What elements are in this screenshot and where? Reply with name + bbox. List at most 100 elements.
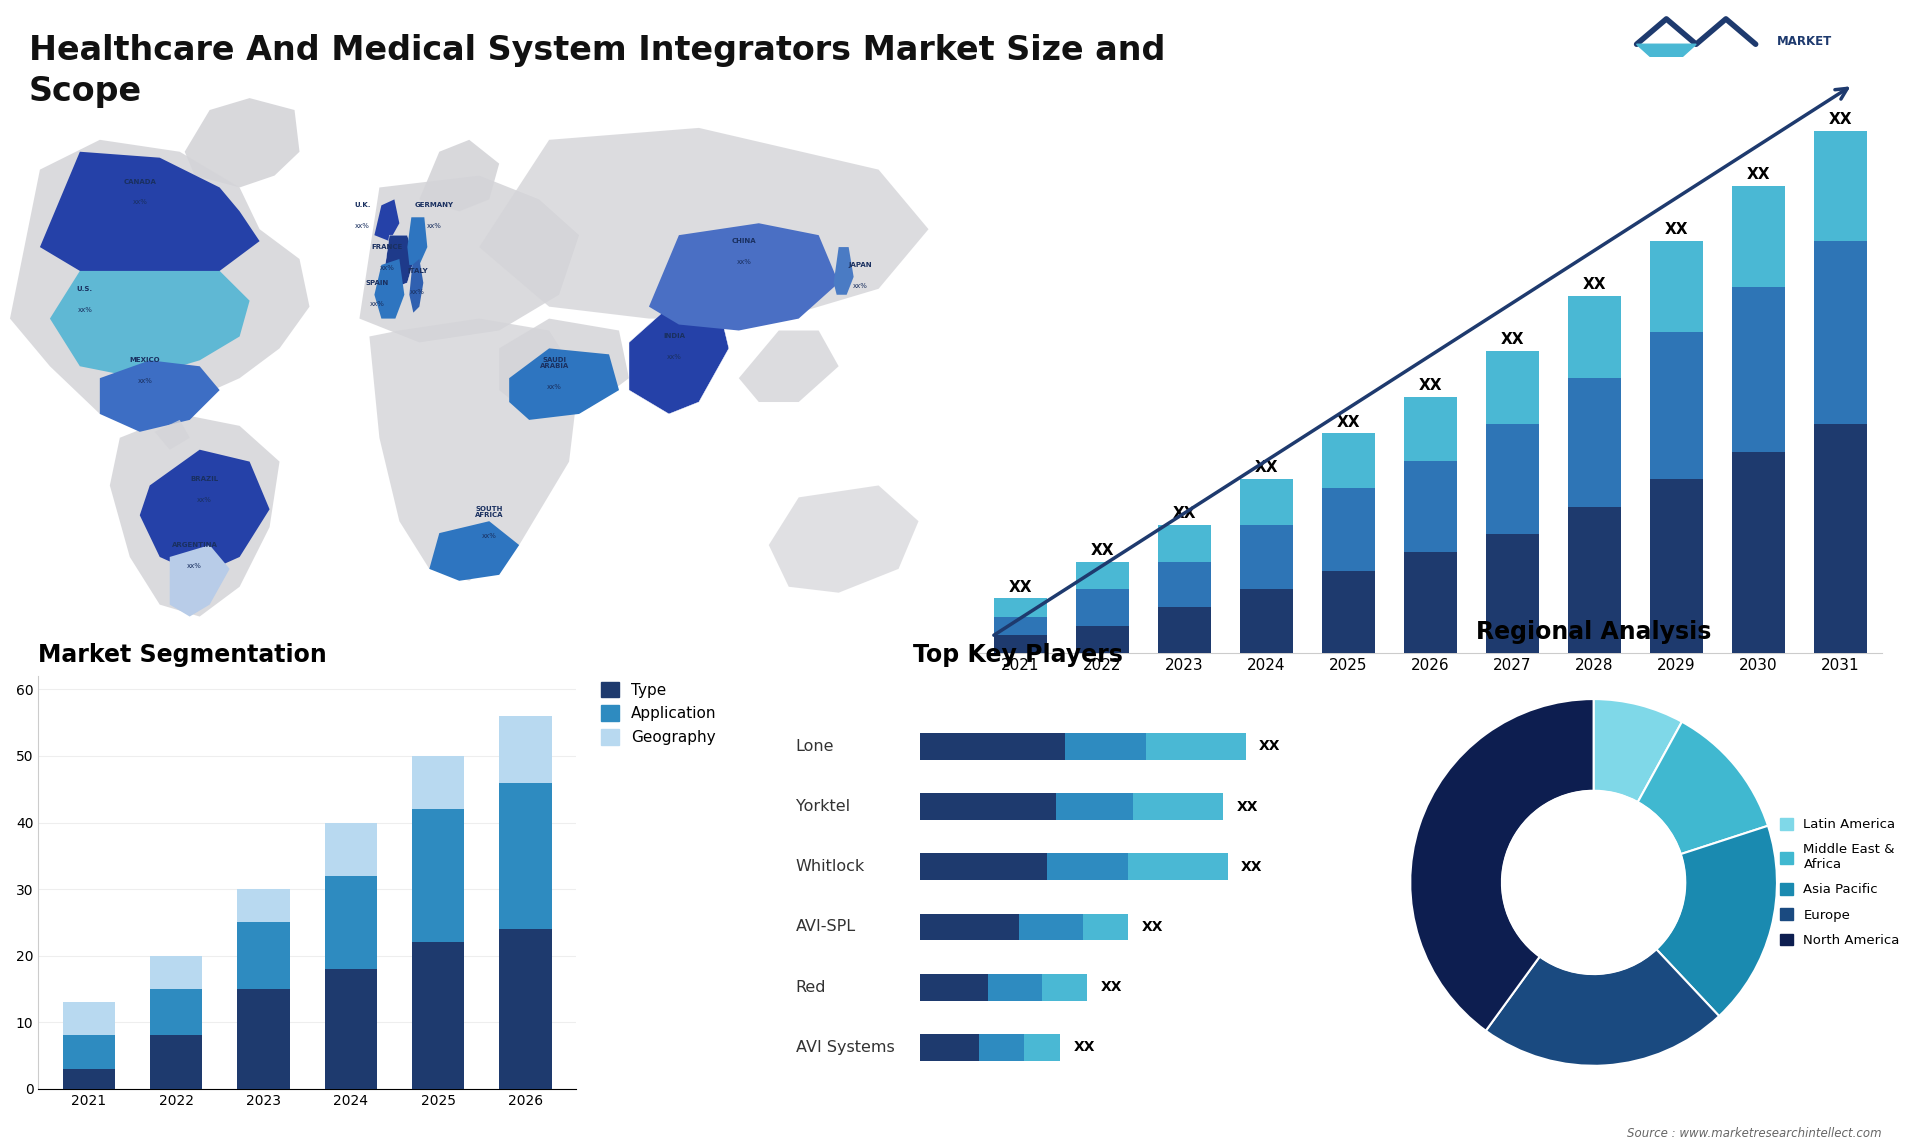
- Bar: [499, 783, 551, 929]
- Bar: [413, 942, 465, 1089]
- Bar: [920, 974, 987, 1000]
- Polygon shape: [374, 199, 399, 241]
- Text: XX: XX: [1236, 800, 1258, 814]
- Bar: [1569, 507, 1620, 653]
- Text: MARKET: MARKET: [1776, 34, 1832, 48]
- Text: ITALY: ITALY: [407, 268, 428, 274]
- Polygon shape: [649, 223, 839, 330]
- Bar: [1133, 793, 1223, 819]
- Bar: [1240, 589, 1292, 653]
- Polygon shape: [169, 545, 230, 617]
- Text: XX: XX: [1501, 332, 1524, 347]
- Bar: [1404, 397, 1457, 461]
- Text: GERMANY: GERMANY: [415, 203, 453, 209]
- Text: xx%: xx%: [426, 223, 442, 229]
- Text: FRANCE: FRANCE: [372, 244, 403, 250]
- Text: xx%: xx%: [666, 354, 682, 360]
- Wedge shape: [1594, 699, 1682, 802]
- Bar: [1732, 452, 1786, 653]
- Bar: [413, 809, 465, 942]
- Polygon shape: [739, 330, 839, 402]
- Text: xx%: xx%: [380, 265, 396, 270]
- Bar: [324, 876, 376, 968]
- Bar: [1046, 854, 1129, 880]
- Bar: [1158, 562, 1212, 607]
- Polygon shape: [100, 360, 219, 432]
- Bar: [979, 1034, 1023, 1061]
- Polygon shape: [409, 259, 422, 313]
- Text: Whitlock: Whitlock: [795, 860, 864, 874]
- Text: SOUTH
AFRICA: SOUTH AFRICA: [474, 505, 503, 518]
- Text: BRAZIL: BRAZIL: [190, 477, 219, 482]
- Polygon shape: [430, 521, 518, 581]
- Text: XX: XX: [1254, 461, 1279, 476]
- Text: ARGENTINA: ARGENTINA: [171, 542, 217, 548]
- Polygon shape: [369, 319, 580, 581]
- Text: xx%: xx%: [409, 289, 424, 295]
- Text: INTELLECT: INTELLECT: [1776, 79, 1847, 93]
- Text: xx%: xx%: [188, 563, 202, 568]
- Text: XX: XX: [1140, 920, 1164, 934]
- Bar: [1240, 525, 1292, 589]
- Polygon shape: [140, 449, 269, 575]
- Text: XX: XX: [1240, 860, 1263, 873]
- Bar: [1129, 854, 1229, 880]
- Bar: [1486, 534, 1540, 653]
- Bar: [499, 716, 551, 783]
- Bar: [63, 1003, 115, 1036]
- Bar: [920, 793, 1056, 819]
- Polygon shape: [768, 486, 918, 592]
- Text: XX: XX: [1830, 112, 1853, 127]
- Bar: [1732, 186, 1786, 286]
- Text: INDIA: INDIA: [662, 333, 685, 339]
- Bar: [1486, 424, 1540, 534]
- Polygon shape: [184, 99, 300, 188]
- Bar: [1814, 131, 1868, 241]
- Legend: Latin America, Middle East &
Africa, Asia Pacific, Europe, North America: Latin America, Middle East & Africa, Asi…: [1774, 813, 1905, 952]
- Text: AVI-SPL: AVI-SPL: [795, 919, 856, 934]
- Bar: [1814, 424, 1868, 653]
- Text: xx%: xx%: [132, 199, 148, 205]
- Bar: [1075, 589, 1129, 626]
- Bar: [1075, 626, 1129, 653]
- Text: xx%: xx%: [138, 378, 152, 384]
- Polygon shape: [509, 348, 618, 419]
- Text: XX: XX: [1260, 739, 1281, 753]
- Text: XX: XX: [1747, 167, 1770, 182]
- Polygon shape: [630, 307, 730, 414]
- Text: MEXICO: MEXICO: [129, 358, 159, 363]
- Text: Yorktel: Yorktel: [795, 799, 851, 814]
- Text: XX: XX: [1091, 543, 1114, 558]
- Polygon shape: [499, 319, 630, 414]
- Bar: [1814, 241, 1868, 424]
- Polygon shape: [156, 419, 190, 449]
- Text: XX: XX: [1419, 378, 1442, 393]
- Text: Red: Red: [795, 980, 826, 995]
- Wedge shape: [1411, 699, 1594, 1030]
- Text: xx%: xx%: [482, 533, 497, 539]
- Polygon shape: [407, 218, 428, 265]
- Bar: [1404, 461, 1457, 552]
- Wedge shape: [1638, 722, 1768, 854]
- Polygon shape: [374, 259, 405, 319]
- Text: AVI Systems: AVI Systems: [795, 1039, 895, 1055]
- Bar: [993, 598, 1046, 617]
- Title: Regional Analysis: Regional Analysis: [1476, 620, 1711, 644]
- Bar: [1486, 351, 1540, 424]
- Text: xx%: xx%: [371, 300, 384, 307]
- Text: Market Segmentation: Market Segmentation: [38, 643, 326, 667]
- Bar: [324, 823, 376, 876]
- Polygon shape: [109, 414, 280, 617]
- Bar: [63, 1069, 115, 1089]
- Polygon shape: [833, 248, 854, 295]
- Wedge shape: [1486, 949, 1718, 1066]
- Polygon shape: [10, 140, 309, 419]
- Polygon shape: [1636, 45, 1695, 71]
- Bar: [150, 956, 202, 989]
- Bar: [1321, 433, 1375, 488]
- Polygon shape: [480, 128, 929, 319]
- Text: xx%: xx%: [547, 384, 561, 390]
- Polygon shape: [359, 175, 580, 343]
- Bar: [1158, 525, 1212, 562]
- Bar: [1649, 332, 1703, 479]
